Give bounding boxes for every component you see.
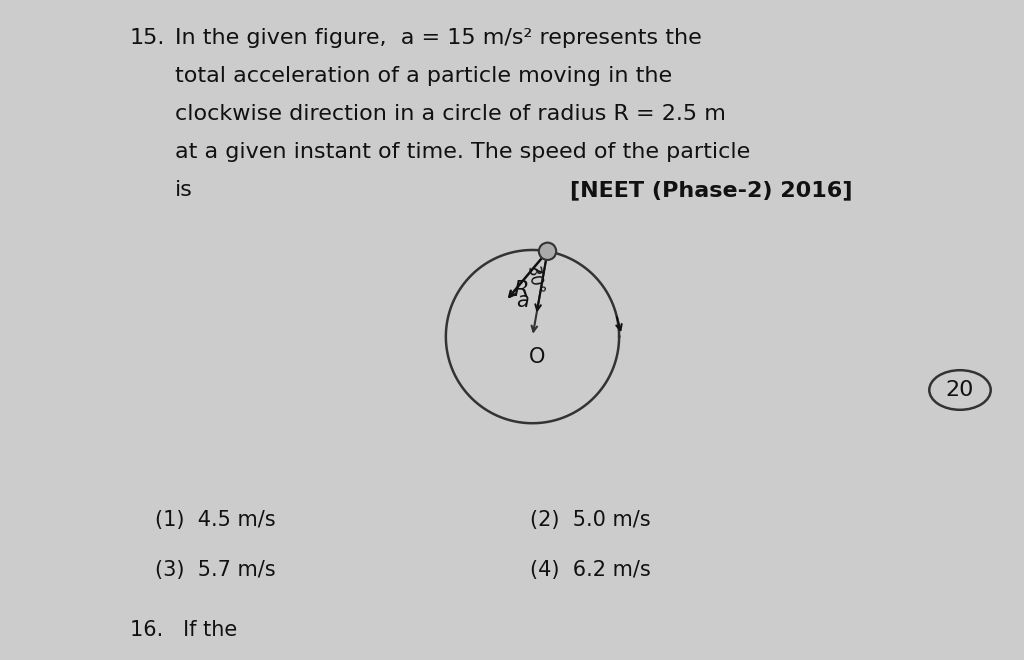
Text: 30°: 30° — [522, 264, 546, 296]
Text: total acceleration of a particle moving in the: total acceleration of a particle moving … — [175, 66, 672, 86]
Text: at a given instant of time. The speed of the particle: at a given instant of time. The speed of… — [175, 142, 751, 162]
Text: (2)  5.0 m/s: (2) 5.0 m/s — [530, 510, 650, 530]
Text: O: O — [528, 347, 545, 367]
Text: 15.: 15. — [130, 28, 165, 48]
Text: In the given figure,  a = 15 m/s² represents the: In the given figure, a = 15 m/s² represe… — [175, 28, 701, 48]
Text: 20: 20 — [946, 380, 974, 400]
Text: (3)  5.7 m/s: (3) 5.7 m/s — [155, 560, 275, 580]
Text: (1)  4.5 m/s: (1) 4.5 m/s — [155, 510, 275, 530]
Text: clockwise direction in a circle of radius R = 2.5 m: clockwise direction in a circle of radiu… — [175, 104, 726, 124]
Text: R: R — [513, 280, 528, 300]
Text: [NEET (Phase-2) 2016]: [NEET (Phase-2) 2016] — [570, 180, 853, 200]
Text: is: is — [175, 180, 193, 200]
Text: a: a — [516, 291, 529, 311]
Circle shape — [539, 243, 556, 260]
Text: (4)  6.2 m/s: (4) 6.2 m/s — [530, 560, 650, 580]
Text: 16.   If the: 16. If the — [130, 620, 238, 640]
